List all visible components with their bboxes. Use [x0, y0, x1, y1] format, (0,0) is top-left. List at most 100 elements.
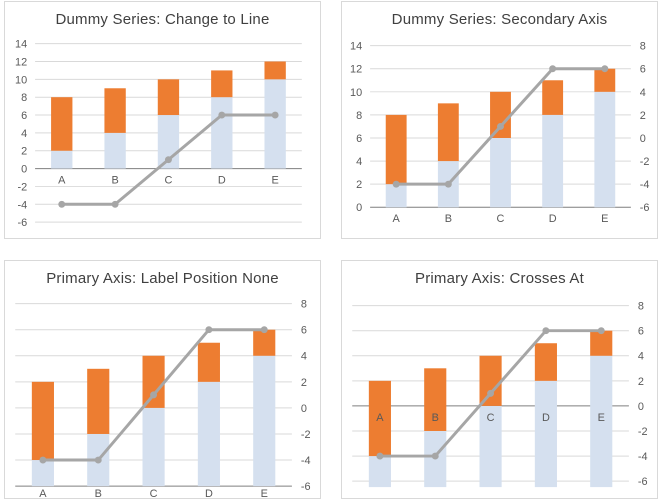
right-axis-tick-label: 4	[301, 351, 307, 363]
right-axis-tick-label: -6	[640, 202, 650, 214]
line-marker	[271, 111, 279, 119]
left-axis-tick-label: 6	[21, 110, 27, 122]
orange-bar-segment	[253, 329, 276, 356]
orange-bar-segment	[142, 355, 165, 408]
chart-title: Primary Axis: Crosses At	[414, 270, 584, 287]
blue-bar-segment	[253, 355, 276, 487]
left-axis-tick-label: 4	[356, 156, 362, 168]
orange-bar-segment	[51, 97, 73, 151]
orange-bar-segment	[594, 68, 616, 92]
orange-bar-segment	[385, 114, 407, 185]
line-marker	[597, 327, 605, 335]
orange-bar-segment	[437, 103, 459, 162]
orange-bar-segment	[368, 380, 391, 457]
blue-bar-segment	[534, 380, 557, 488]
orange-bar-segment	[157, 79, 180, 116]
orange-bar-segment	[211, 70, 233, 98]
left-axis-tick-label: 12	[15, 56, 27, 68]
blue-bar-segment	[31, 460, 54, 487]
right-axis-tick-label: -4	[301, 455, 311, 467]
left-axis-tick-label: 8	[356, 110, 362, 122]
orange-bar-segment	[542, 80, 564, 115]
right-axis-tick-label: -6	[638, 476, 648, 488]
chart-panel-change-to-line[interactable]: Dummy Series: Change to Line 14 12 10 8 6 4 2 0…	[4, 1, 321, 239]
right-axis-tick-label: 8	[638, 301, 644, 313]
blue-bar-segment	[590, 355, 613, 488]
blue-bar-segment	[197, 381, 220, 487]
category-label: E	[261, 488, 268, 498]
orange-bar-segment	[87, 368, 110, 434]
category-label: A	[376, 412, 384, 424]
left-axis-tick-label: 2	[356, 179, 362, 191]
right-axis-tick-label: 0	[640, 133, 646, 145]
blue-bar-segment	[594, 91, 616, 208]
orange-bar-segment	[197, 342, 220, 382]
blue-bar-segment	[368, 456, 391, 488]
right-axis-tick-label: 6	[638, 326, 644, 338]
line-marker	[111, 200, 119, 208]
right-axis-tick-label: 0	[301, 403, 307, 415]
right-axis-tick-label: 8	[301, 299, 307, 311]
category-label: E	[272, 174, 279, 186]
line-marker	[205, 326, 213, 334]
orange-bar-segment	[264, 61, 286, 80]
line-marker	[164, 156, 172, 164]
line-marker	[549, 65, 557, 73]
category-label: E	[598, 412, 605, 424]
blue-bar-segment	[211, 97, 233, 169]
line-marker	[542, 327, 550, 335]
orange-bar-segment	[534, 343, 557, 381]
right-axis-tick-label: 2	[638, 376, 644, 388]
line-marker	[39, 456, 47, 464]
line-marker	[444, 180, 452, 188]
category-label: C	[497, 213, 505, 225]
line-marker	[150, 391, 158, 399]
left-axis-tick-label: 10	[350, 87, 362, 99]
orange-bar-segment	[490, 91, 511, 138]
chart-canvas: 8 6 4 2 0 -2 -4 -6 A B C D E	[352, 301, 648, 488]
right-axis-tick-label: -6	[301, 481, 311, 493]
left-axis-tick-label: 4	[21, 128, 27, 140]
right-axis-tick-label: -2	[638, 426, 648, 438]
line-marker	[94, 456, 102, 464]
left-axis-tick-label: -4	[17, 199, 27, 211]
chart-title: Dummy Series: Change to Line	[55, 11, 270, 28]
blue-bar-segment	[51, 150, 73, 169]
left-axis-tick-label: 14	[15, 39, 27, 51]
category-label: C	[487, 412, 495, 424]
blue-bar-segment	[490, 137, 511, 208]
chart-title: Dummy Series: Secondary Axis	[391, 11, 608, 28]
chart-panel-label-position-none[interactable]: Primary Axis: Label Position None 8 6 4 2 0 -…	[4, 260, 321, 499]
category-label: A	[58, 174, 66, 186]
orange-bar-segment	[424, 368, 447, 431]
right-axis-tick-label: -4	[638, 451, 648, 463]
category-label: E	[601, 213, 608, 225]
category-label: D	[205, 488, 213, 498]
chart-title: Primary Axis: Label Position None	[46, 270, 279, 287]
left-axis-tick-label: 0	[21, 164, 27, 176]
category-label: A	[39, 488, 47, 498]
category-label: A	[393, 213, 401, 225]
category-label: D	[218, 174, 226, 186]
right-axis-tick-label: -2	[301, 429, 311, 441]
category-label: C	[150, 488, 158, 498]
line-marker	[392, 180, 400, 188]
right-axis-tick-label: -2	[640, 156, 650, 168]
left-axis-tick-label: 6	[356, 133, 362, 145]
blue-bar-segment	[142, 407, 165, 487]
left-axis-tick-label: 10	[15, 74, 27, 86]
chart-canvas: 8 6 4 2 0 -2 -4 -6 A B C D E	[15, 299, 311, 498]
line-marker	[260, 326, 268, 334]
left-axis-tick-label: -2	[17, 181, 27, 193]
line-marker	[487, 389, 495, 397]
line-marker	[376, 452, 384, 460]
chart-panel-crosses-at[interactable]: Primary Axis: Crosses At 8 6 4 2 0 -2 -4 -6 A B C D…	[341, 260, 658, 499]
line-marker	[497, 122, 504, 130]
category-label: B	[95, 488, 102, 498]
orange-bar-segment	[590, 330, 613, 356]
orange-bar-segment	[104, 88, 126, 133]
right-axis-tick-label: -4	[640, 179, 650, 191]
chart-panel-secondary-axis[interactable]: Dummy Series: Secondary Axis 14 8 12 6 10 4 8 2…	[341, 1, 658, 239]
right-axis-tick-label: 4	[640, 87, 646, 99]
chart-canvas: 14 12 10 8 6 4 2 0 -2 -4 -6 A B C D E	[15, 39, 302, 229]
